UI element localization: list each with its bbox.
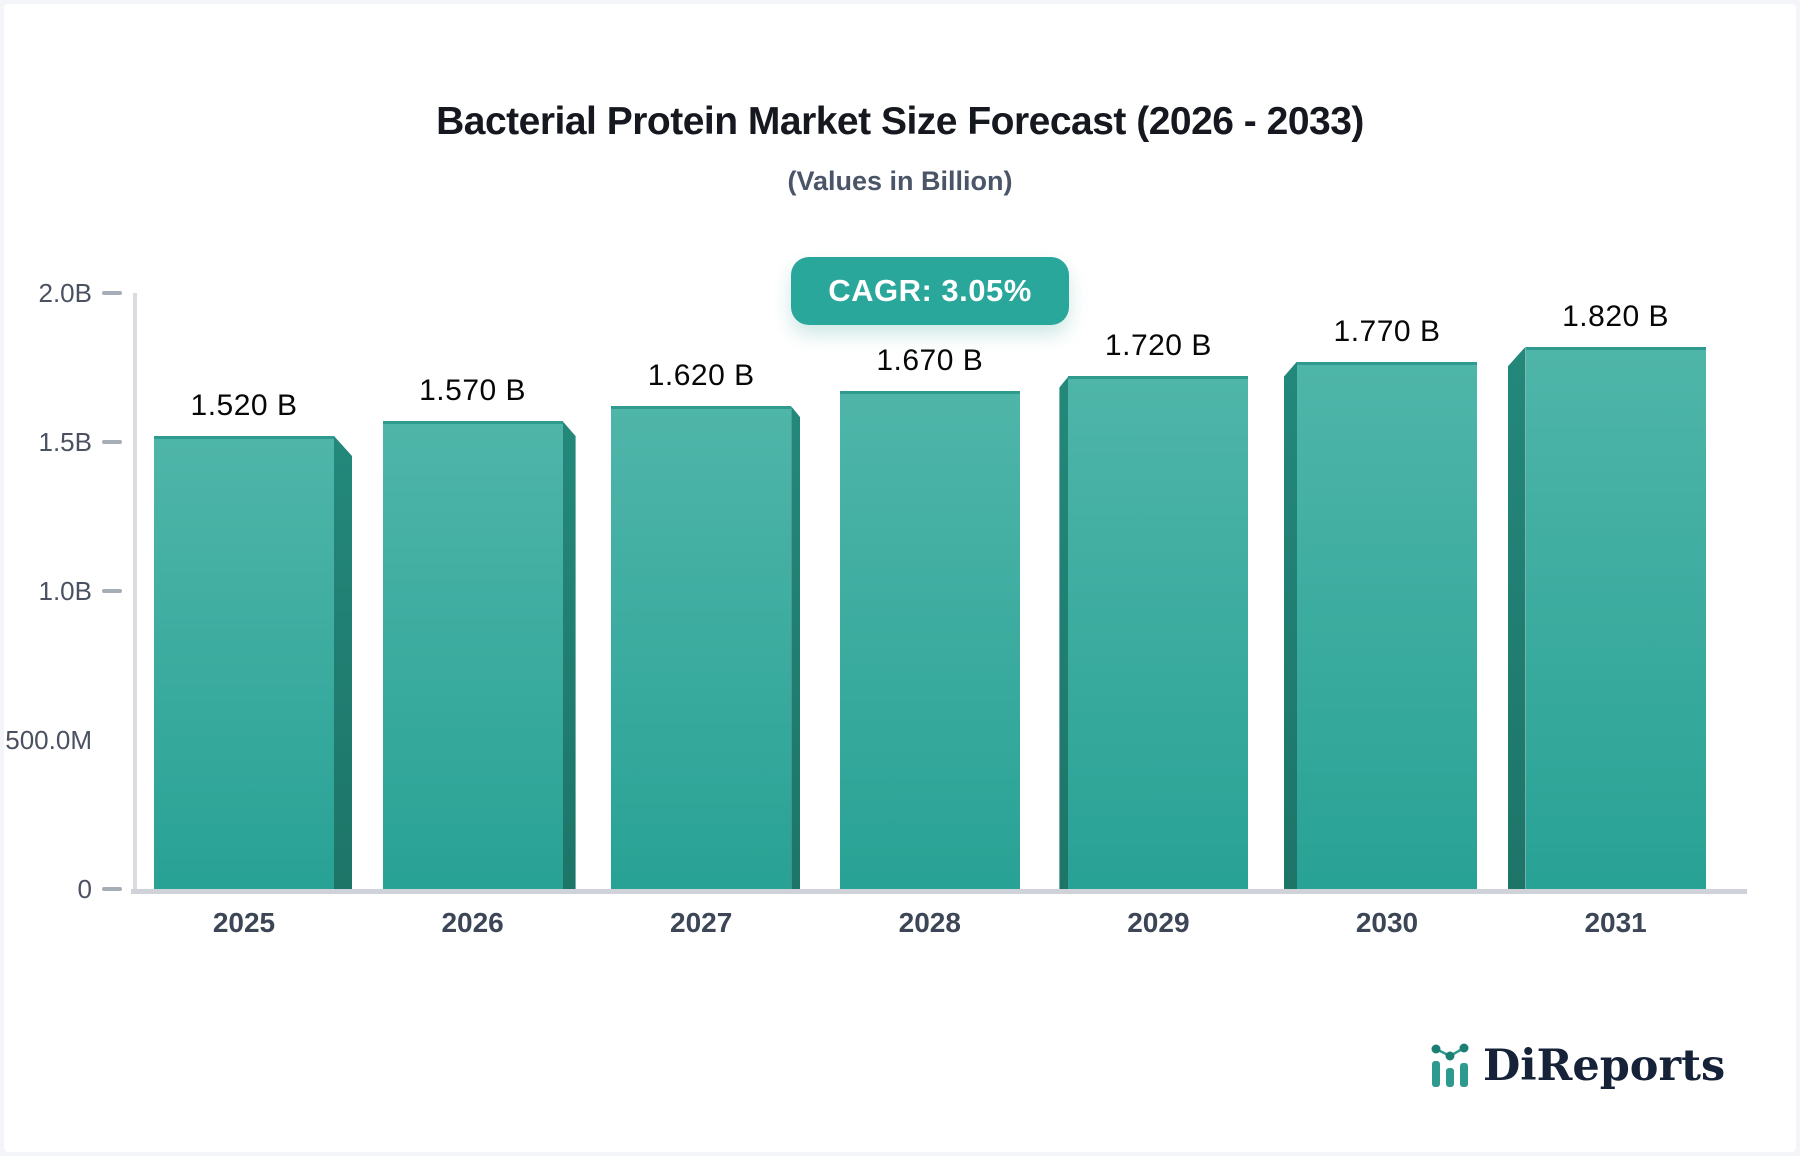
x-axis-label: 2031 xyxy=(1584,907,1647,938)
bar-value-label: 1.570 B xyxy=(419,374,527,408)
bar xyxy=(839,391,1020,889)
x-axis-label: 2027 xyxy=(670,907,733,938)
bar-value-label: 1.820 B xyxy=(1562,299,1670,333)
bar xyxy=(154,436,334,889)
chart-title: Bacterial Protein Market Size Forecast (… xyxy=(436,100,1364,143)
x-axis-line xyxy=(131,889,1747,894)
y-axis-label: 1.0B xyxy=(38,576,93,606)
x-axis-label: 2030 xyxy=(1355,907,1419,938)
bar-value-label: 1.520 B xyxy=(190,389,298,423)
y-axis-label: 1.5B xyxy=(38,427,93,457)
x-axis-label: 2029 xyxy=(1127,907,1190,938)
bar xyxy=(382,421,563,889)
bar-value-label: 1.770 B xyxy=(1333,314,1441,348)
bar-3d-side xyxy=(791,406,801,889)
bar xyxy=(1297,361,1477,889)
brand-logo-text: DiReports xyxy=(1483,1041,1726,1091)
bar xyxy=(611,406,792,889)
x-axis-label: 2028 xyxy=(898,907,961,938)
bar-3d-side xyxy=(562,421,576,889)
x-axis-label: 2026 xyxy=(441,907,504,938)
bar xyxy=(1525,346,1706,889)
y-axis-tick xyxy=(102,440,122,444)
chart-subtitle: (Values in Billion) xyxy=(787,166,1013,196)
y-axis-line xyxy=(133,293,137,894)
cagr-badge-label: CAGR: 3.05% xyxy=(828,273,1032,308)
mini-bar-line-chart-icon xyxy=(1428,1040,1478,1097)
bar-value-label: 1.620 B xyxy=(647,359,755,393)
bar-3d-side xyxy=(1059,376,1069,889)
y-axis-tick xyxy=(102,291,122,295)
chart-card: Bacterial Protein Market Size Forecast (… xyxy=(4,4,1796,1152)
brand-logo: DiReports xyxy=(1428,1040,1725,1097)
y-axis-tick xyxy=(102,887,122,891)
bar xyxy=(1068,376,1249,889)
bar-chart-plot-area: 2.0B 1.5B 1.0B 500.0M 0 1.520 B 2025 1.570 B 202… xyxy=(4,4,1796,1152)
bar-3d-side xyxy=(1507,346,1526,889)
y-axis-label: 0 xyxy=(77,874,92,904)
bar-3d-side xyxy=(1284,361,1297,889)
bar-3d-side xyxy=(334,436,352,889)
y-axis-label: 2.0B xyxy=(38,278,93,308)
cagr-badge: CAGR: 3.05% xyxy=(791,257,1069,325)
y-axis-tick xyxy=(102,589,122,593)
x-axis-label: 2025 xyxy=(212,907,276,938)
y-axis-label: 500.0M xyxy=(5,725,92,755)
bar-value-label: 1.670 B xyxy=(876,344,984,378)
bar-value-label: 1.720 B xyxy=(1104,329,1212,363)
